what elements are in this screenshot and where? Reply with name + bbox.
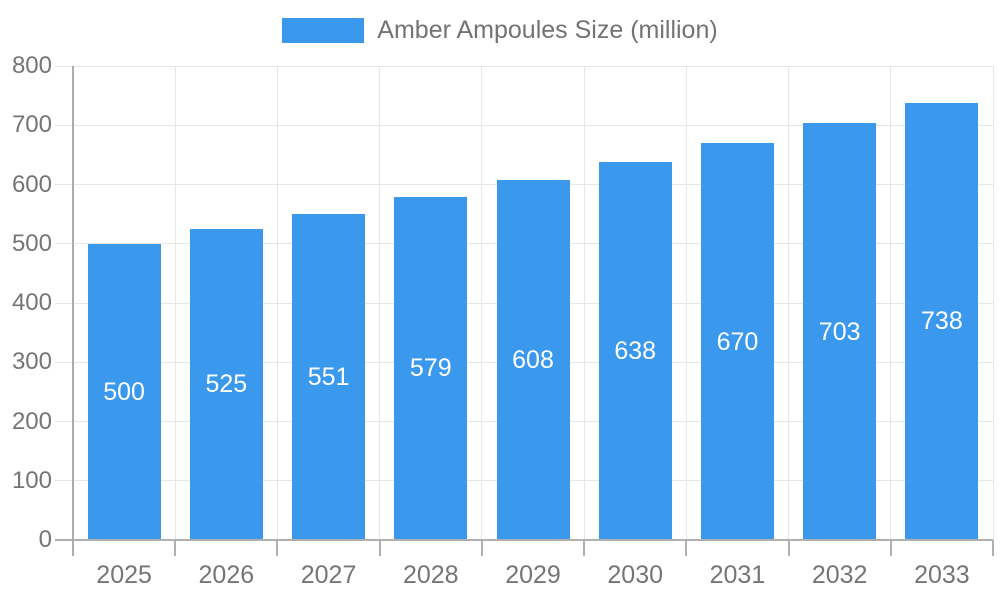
bar-value-label-2032: 703 — [818, 317, 861, 346]
x-tick-1 — [174, 540, 177, 556]
x-tick-label-2025: 2025 — [96, 561, 152, 589]
bar-2025[interactable] — [87, 243, 161, 540]
bar-2027[interactable] — [292, 213, 366, 540]
x-tick-label-2027: 2027 — [300, 561, 357, 589]
x-tick-label-2028: 2028 — [402, 561, 459, 589]
x-tick-label-2031: 2031 — [709, 561, 766, 589]
x-tick-label-2029: 2029 — [505, 561, 561, 589]
bar-value-label-2031: 670 — [716, 327, 759, 356]
x-tick-9 — [992, 540, 994, 556]
y-tick-label-100: 100 — [11, 466, 52, 494]
x-tick-label-2030: 2030 — [607, 561, 664, 589]
x-tick-4 — [480, 540, 483, 556]
x-tick-2 — [276, 540, 279, 556]
y-axis-line — [72, 66, 74, 556]
bar-2031[interactable] — [700, 143, 774, 540]
x-tick-6 — [685, 540, 688, 556]
x-tick-label-2033: 2033 — [914, 561, 970, 589]
x-gridline-7 — [788, 66, 790, 540]
bar-2028[interactable] — [394, 196, 468, 540]
y-tick-label-600: 600 — [11, 170, 52, 198]
x-tick-5 — [583, 540, 586, 556]
x-tick-7 — [787, 540, 790, 556]
x-gridline-9 — [992, 66, 994, 540]
x-gridline-5 — [583, 66, 585, 540]
legend-label: Amber Ampoules Size (million) — [377, 16, 718, 44]
bar-value-label-2028: 579 — [409, 354, 452, 383]
x-tick-label-2026: 2026 — [198, 561, 255, 589]
y-tick-label-700: 700 — [11, 111, 52, 139]
bar-value-label-2026: 525 — [205, 370, 248, 399]
x-gridline-4 — [481, 66, 483, 540]
y-gridline-800 — [55, 65, 993, 67]
bar-2026[interactable] — [189, 228, 263, 540]
x-gridline-6 — [685, 66, 687, 540]
y-tick-label-0: 0 — [38, 526, 52, 553]
legend[interactable]: Amber Ampoules Size (million) — [0, 16, 1000, 45]
x-tick-8 — [889, 540, 892, 556]
bar-2032[interactable] — [803, 123, 877, 540]
legend-swatch — [282, 18, 365, 43]
bar-value-label-2029: 608 — [512, 345, 554, 374]
bar-2029[interactable] — [496, 179, 570, 540]
x-gridline-1 — [174, 66, 176, 540]
bar-value-label-2030: 638 — [614, 336, 657, 365]
bar-2030[interactable] — [598, 161, 672, 540]
y-tick-label-200: 200 — [11, 407, 52, 435]
y-gridline-700 — [55, 124, 993, 126]
x-gridline-3 — [379, 66, 381, 540]
x-gridline-8 — [890, 66, 892, 540]
y-tick-label-800: 800 — [11, 52, 52, 79]
bar-value-label-2027: 551 — [307, 362, 350, 391]
y-tick-label-500: 500 — [11, 229, 52, 257]
x-gridline-2 — [276, 66, 278, 540]
x-axis-line — [55, 539, 993, 541]
bar-value-label-2033: 738 — [921, 307, 963, 336]
x-tick-3 — [378, 540, 381, 556]
x-tick-label-2032: 2032 — [811, 561, 868, 589]
bar-2033[interactable] — [905, 102, 979, 540]
y-tick-label-400: 400 — [11, 289, 52, 316]
y-tick-label-300: 300 — [11, 348, 52, 376]
bar-value-label-2025: 500 — [103, 377, 145, 406]
